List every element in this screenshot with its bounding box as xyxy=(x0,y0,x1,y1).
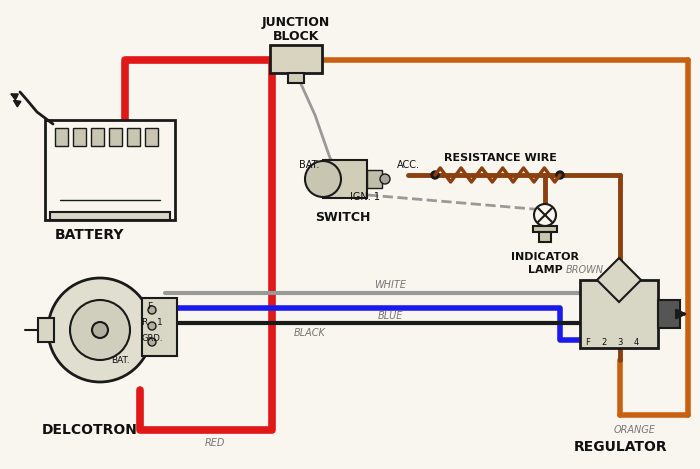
Text: GRD.: GRD. xyxy=(141,333,162,342)
Circle shape xyxy=(431,171,439,179)
Bar xyxy=(142,298,177,356)
Circle shape xyxy=(556,171,564,179)
Circle shape xyxy=(305,161,341,197)
Text: F: F xyxy=(148,302,153,310)
Bar xyxy=(323,160,367,198)
Bar xyxy=(367,170,382,188)
Polygon shape xyxy=(597,258,641,302)
Circle shape xyxy=(380,174,390,184)
Text: F: F xyxy=(586,338,590,347)
Text: IGN. 1: IGN. 1 xyxy=(350,192,380,202)
Text: BLUE: BLUE xyxy=(377,311,402,321)
Text: BLOCK: BLOCK xyxy=(273,30,319,43)
Text: BATTERY: BATTERY xyxy=(55,228,125,242)
Bar xyxy=(91,128,104,146)
Bar xyxy=(55,128,68,146)
Text: INDICATOR: INDICATOR xyxy=(511,252,579,262)
Bar xyxy=(45,120,175,220)
Text: BAT.: BAT. xyxy=(299,160,319,170)
Bar xyxy=(533,226,557,232)
Circle shape xyxy=(534,204,556,226)
Bar xyxy=(50,212,170,220)
Bar xyxy=(127,128,140,146)
Circle shape xyxy=(48,278,152,382)
Circle shape xyxy=(92,322,108,338)
Text: RESISTANCE WIRE: RESISTANCE WIRE xyxy=(444,153,556,163)
Text: SWITCH: SWITCH xyxy=(315,211,370,224)
Text: REGULATOR: REGULATOR xyxy=(574,440,668,454)
Text: BAT.: BAT. xyxy=(111,356,130,364)
Text: BLACK: BLACK xyxy=(294,328,326,338)
Bar xyxy=(580,280,658,348)
Bar xyxy=(539,232,551,242)
Circle shape xyxy=(148,338,156,346)
Circle shape xyxy=(148,306,156,314)
Text: ORANGE: ORANGE xyxy=(614,425,656,435)
Text: 2: 2 xyxy=(601,338,607,347)
Text: ACC.: ACC. xyxy=(397,160,420,170)
Text: BROWN: BROWN xyxy=(566,265,604,275)
Circle shape xyxy=(70,300,130,360)
Bar xyxy=(145,128,158,146)
Text: WHITE: WHITE xyxy=(374,280,406,290)
Text: 4: 4 xyxy=(634,338,638,347)
Text: R: R xyxy=(141,318,147,326)
Text: LAMP: LAMP xyxy=(528,265,562,275)
Text: DELCOTRON: DELCOTRON xyxy=(42,423,138,437)
Text: JUNCTION: JUNCTION xyxy=(262,15,330,29)
Bar xyxy=(658,300,680,328)
Text: RED: RED xyxy=(205,438,225,448)
Bar xyxy=(288,73,304,83)
Bar xyxy=(73,128,86,146)
Bar xyxy=(38,318,54,342)
Bar xyxy=(270,45,322,73)
Circle shape xyxy=(148,322,156,330)
Text: 1: 1 xyxy=(157,318,163,326)
Bar xyxy=(109,128,122,146)
Text: 3: 3 xyxy=(617,338,623,347)
